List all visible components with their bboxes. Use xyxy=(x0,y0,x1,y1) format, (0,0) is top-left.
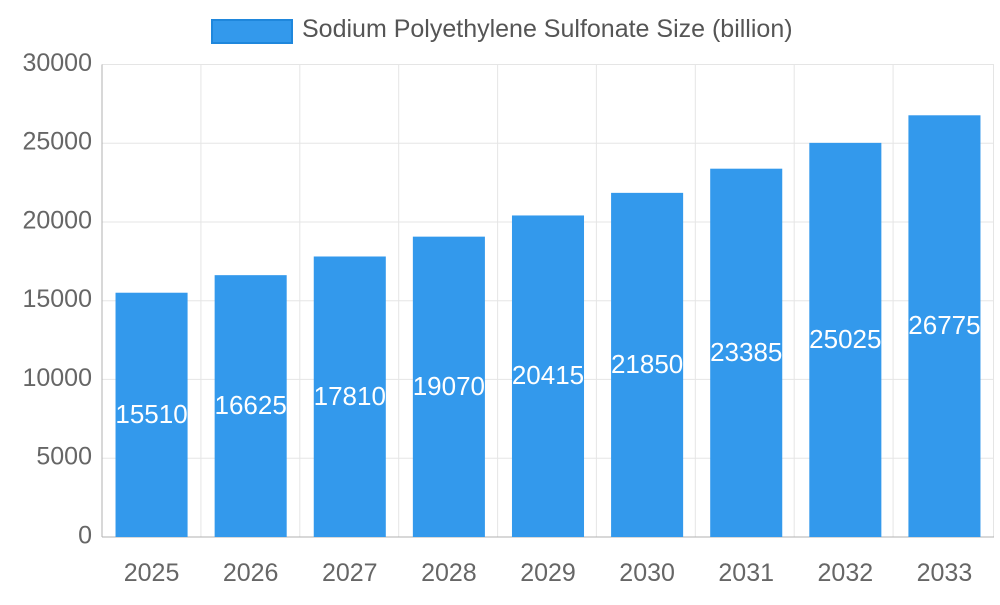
svg-text:23385: 23385 xyxy=(710,337,782,367)
svg-text:17810: 17810 xyxy=(314,381,386,411)
svg-text:16625: 16625 xyxy=(215,390,287,420)
svg-text:25000: 25000 xyxy=(22,128,92,156)
svg-text:2027: 2027 xyxy=(322,559,378,587)
svg-text:20000: 20000 xyxy=(22,207,92,235)
svg-text:26775: 26775 xyxy=(908,310,980,340)
svg-text:2032: 2032 xyxy=(818,559,874,587)
svg-text:0: 0 xyxy=(78,522,92,550)
svg-text:2029: 2029 xyxy=(520,559,576,587)
svg-text:21850: 21850 xyxy=(611,349,683,379)
svg-text:20415: 20415 xyxy=(512,360,584,390)
svg-text:15510: 15510 xyxy=(115,399,187,429)
svg-text:2028: 2028 xyxy=(421,559,477,587)
svg-text:25025: 25025 xyxy=(809,324,881,354)
svg-text:2025: 2025 xyxy=(124,559,180,587)
svg-text:2033: 2033 xyxy=(917,559,973,587)
svg-text:5000: 5000 xyxy=(36,443,92,471)
svg-text:15000: 15000 xyxy=(22,285,92,313)
svg-text:Sodium Polyethylene Sulfonate: Sodium Polyethylene Sulfonate Size (bill… xyxy=(302,15,793,43)
svg-text:19070: 19070 xyxy=(413,371,485,401)
svg-text:30000: 30000 xyxy=(22,49,92,77)
svg-text:2031: 2031 xyxy=(718,559,774,587)
svg-text:2030: 2030 xyxy=(619,559,675,587)
svg-text:2026: 2026 xyxy=(223,559,279,587)
svg-text:10000: 10000 xyxy=(22,364,92,392)
